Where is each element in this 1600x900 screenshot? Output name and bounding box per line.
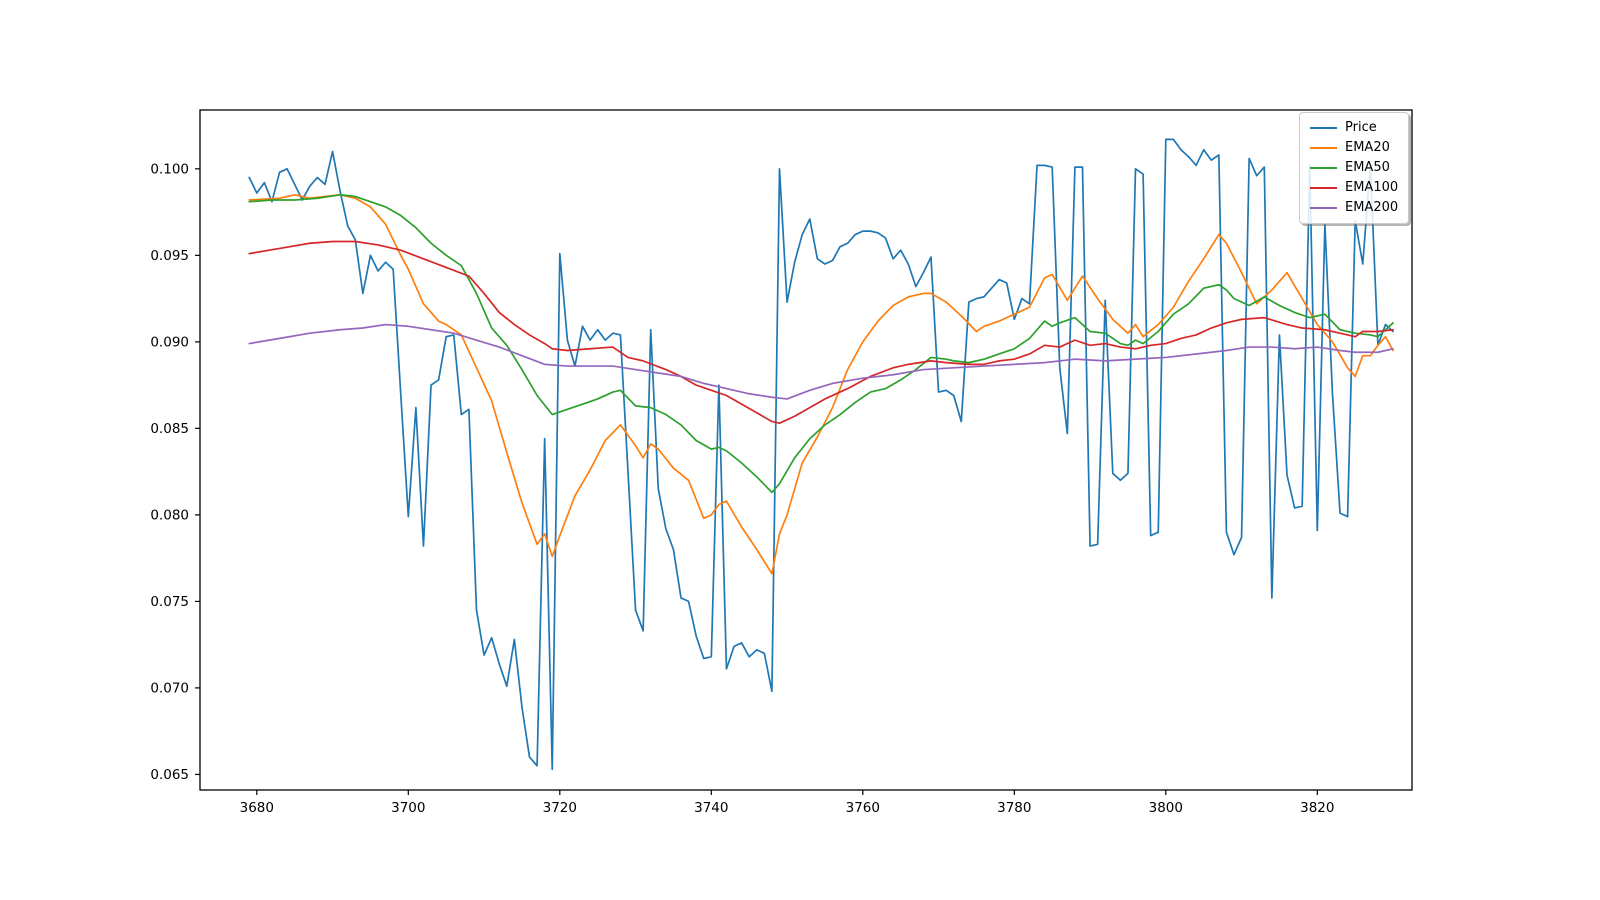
- legend-label-ema20: EMA20: [1345, 140, 1390, 155]
- y-tick-label: 0.065: [150, 767, 189, 783]
- y-tick-label: 0.085: [150, 421, 189, 437]
- legend-line-sample-price: [1310, 127, 1337, 129]
- x-tick-label: 3760: [846, 800, 880, 816]
- series-line-ema20: [248, 193, 1394, 575]
- axes-spines: [199, 109, 1413, 791]
- y-tick-label: 0.100: [150, 161, 189, 177]
- series-line-ema50: [248, 193, 1394, 494]
- legend-line-sample-ema20: [1310, 147, 1337, 149]
- y-tick-label: 0.070: [150, 680, 189, 696]
- y-tick-label: 0.080: [150, 507, 189, 523]
- legend-item-ema20: EMA20: [1310, 140, 1398, 156]
- legend-line-sample-ema50: [1310, 167, 1337, 169]
- legend-item-ema200: EMA200: [1310, 200, 1398, 216]
- legend-label-ema100: EMA100: [1345, 180, 1399, 195]
- x-tick-label: 3780: [997, 800, 1031, 816]
- y-tick-label: 0.075: [150, 594, 189, 610]
- x-tick-label: 3740: [694, 800, 728, 816]
- legend-line-sample-ema200: [1310, 207, 1337, 209]
- legend-label-price: Price: [1345, 120, 1377, 135]
- x-tick-label: 3800: [1149, 800, 1183, 816]
- x-tick-label: 3720: [543, 800, 577, 816]
- legend-item-price: Price: [1310, 120, 1398, 136]
- x-tick-label: 3820: [1300, 800, 1334, 816]
- legend-line-sample-ema100: [1310, 187, 1337, 189]
- series-line-price: [248, 138, 1394, 771]
- legend-item-ema100: EMA100: [1310, 180, 1398, 196]
- y-tick-label: 0.090: [150, 334, 189, 350]
- y-tick-label: 0.095: [150, 248, 189, 264]
- x-tick-label: 3680: [240, 800, 274, 816]
- legend-label-ema50: EMA50: [1345, 160, 1390, 175]
- series-group: [248, 138, 1394, 771]
- legend-label-ema200: EMA200: [1345, 200, 1399, 215]
- x-tick-label: 3700: [391, 800, 425, 816]
- legend[interactable]: Price EMA20 EMA50 EMA100 EMA200: [1299, 112, 1410, 224]
- legend-item-ema50: EMA50: [1310, 160, 1398, 176]
- series-line-ema100: [248, 240, 1394, 425]
- series-line-ema200: [248, 323, 1394, 400]
